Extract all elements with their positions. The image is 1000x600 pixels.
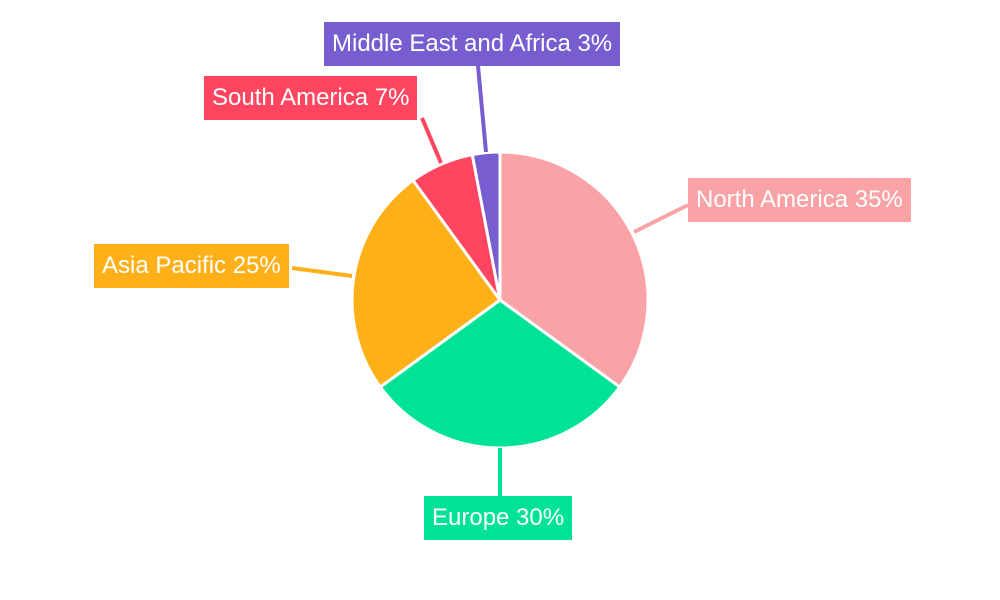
- data-label: South America 7%: [204, 76, 418, 120]
- data-label: Europe 30%: [424, 496, 573, 540]
- pie-slice-north-america[interactable]: [498, 150, 650, 390]
- pie-slice-asia-pacific[interactable]: [350, 178, 503, 390]
- data-label: Middle East and Africa 3%: [324, 22, 621, 66]
- leader-line: [476, 65, 488, 153]
- leader-line: [291, 266, 353, 278]
- leader-line: [633, 203, 689, 234]
- leader-line: [420, 117, 443, 164]
- pie-slice-middle-east-and-africa[interactable]: [470, 150, 502, 301]
- pie-slice-europe[interactable]: [378, 298, 622, 450]
- data-label: North America 35%: [688, 178, 911, 222]
- data-label: Asia Pacific 25%: [94, 244, 289, 288]
